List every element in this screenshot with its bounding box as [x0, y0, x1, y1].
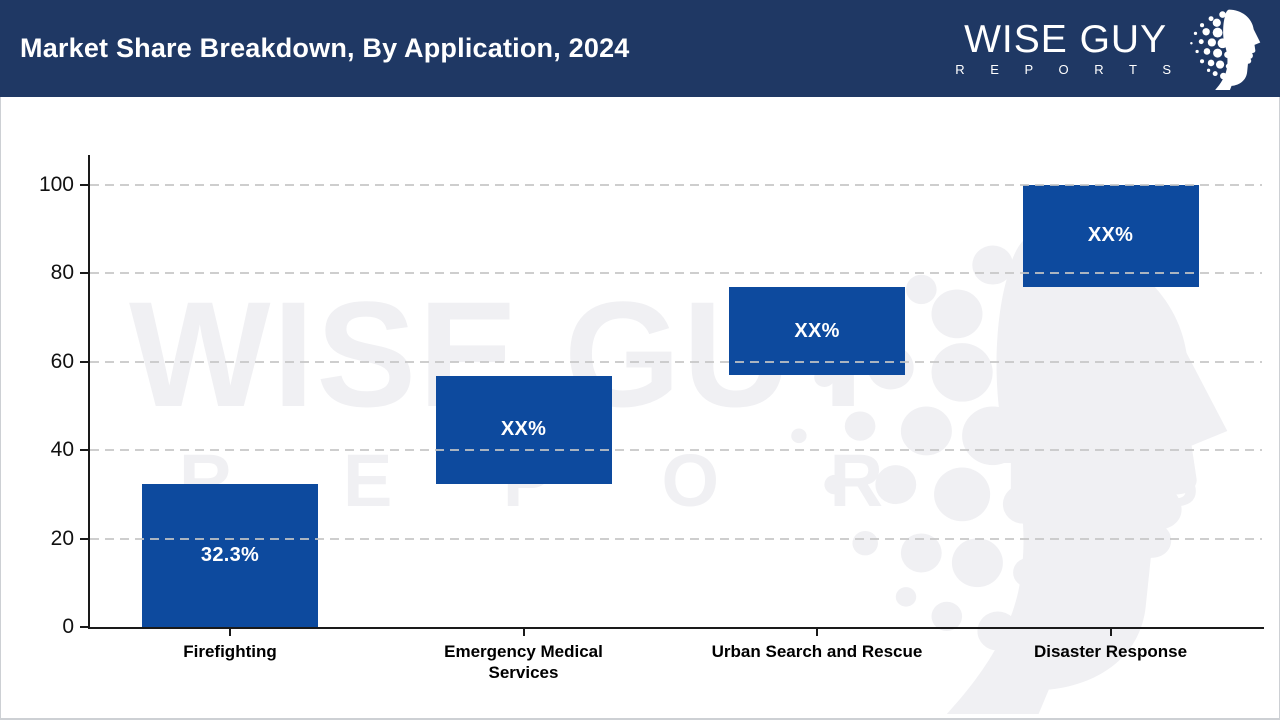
- header-bar: Market Share Breakdown, By Application, …: [0, 0, 1280, 97]
- brand-head-icon: [1184, 6, 1266, 92]
- chart-title: Market Share Breakdown, By Application, …: [20, 33, 630, 63]
- watermark-head-icon: [753, 226, 1263, 714]
- brand-wordmark: WISE GUY: [964, 18, 1168, 61]
- plot-area: WISE GUY R E P O R T S: [0, 97, 1280, 720]
- brand-logo-text: WISE GUY R E P O R T S: [949, 20, 1182, 77]
- brand-tagline: R E P O R T S: [955, 62, 1182, 77]
- brand-logo: WISE GUY R E P O R T S: [949, 6, 1266, 92]
